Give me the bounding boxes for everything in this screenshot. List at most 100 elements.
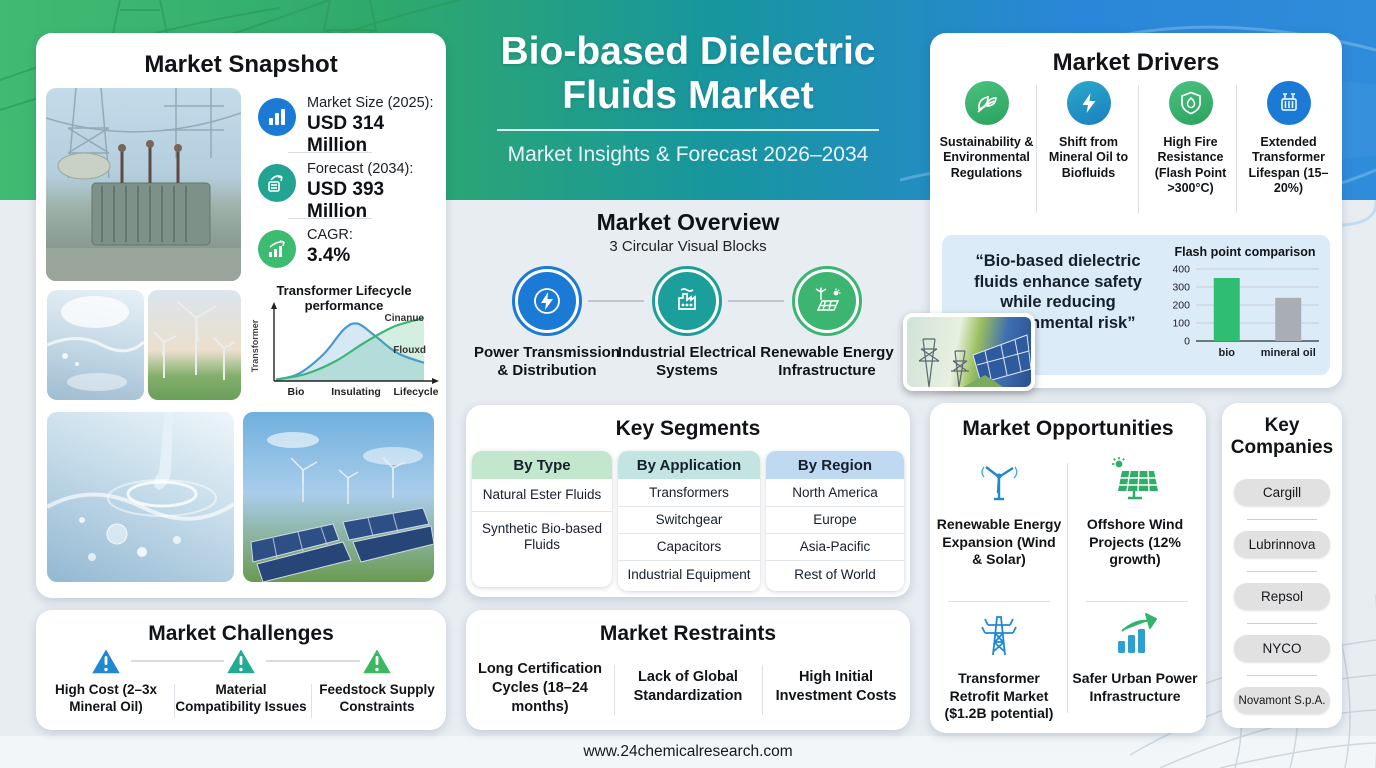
svg-text:400: 400	[1172, 264, 1190, 276]
challenge-item: Material Compatibility Issues	[175, 682, 307, 714]
flash-point-bar-chart: 0 100 200 300 400 bio mineral oil	[1172, 264, 1319, 359]
divider	[288, 152, 372, 153]
divider	[174, 684, 175, 718]
divider	[762, 665, 763, 715]
overview-title: Market Overview	[596, 209, 780, 235]
driver-label: High Fire Resistance (Flash Point >300°C…	[1154, 135, 1227, 195]
page-subtitle: Market Insights & Forecast 2026–2034	[507, 143, 869, 167]
segment-row: Synthetic Bio-based Fluids	[472, 511, 612, 561]
driver-item: High Fire Resistance (Flash Point >300°C…	[1142, 81, 1239, 196]
stat-label: CAGR:	[307, 227, 353, 243]
warning-triangle-icon	[361, 647, 393, 675]
svg-text:Lifecycle: Lifecycle	[394, 386, 439, 398]
leaf-icon	[964, 81, 1009, 125]
connector-line	[266, 660, 360, 662]
flash-chart-title: Flash point comparison	[1174, 245, 1316, 259]
svg-text:0: 0	[1184, 336, 1190, 348]
stat-value: USD 314 Million	[307, 113, 385, 156]
page-title: Bio-based Dielectric Fluids Market	[500, 30, 876, 117]
opportunities-title: Market Opportunities	[962, 417, 1174, 440]
transmission-tower-icon	[981, 616, 1017, 656]
svg-text:Bio: Bio	[288, 386, 305, 398]
divider	[1247, 519, 1317, 520]
overview-item-label: Power Transmission & Distribution	[474, 344, 620, 379]
segments-column-application: By Application Transformers Switchgear C…	[618, 451, 760, 591]
hero-header: Bio-based Dielectric Fluids Market Marke…	[470, 30, 906, 167]
company-pill: Novamont S.p.A.	[1234, 687, 1330, 714]
solar-panel-icon	[1112, 457, 1158, 500]
bar-chart-icon	[258, 98, 296, 136]
wind-farm-photo	[148, 290, 241, 400]
segment-row: Europe	[766, 506, 904, 533]
connector-line	[131, 660, 224, 662]
key-segments-panel: Key Segments By Type Natural Ester Fluid…	[466, 405, 910, 597]
divider	[1036, 85, 1037, 213]
divider	[1236, 85, 1237, 213]
market-opportunities-panel: Market Opportunities Renewable Energy Ex…	[930, 403, 1206, 733]
fluid-photo	[47, 290, 144, 400]
svg-text:Flouxd: Flouxd	[393, 345, 426, 356]
wind-turbine-icon	[981, 466, 1018, 501]
segment-row: Transformers	[649, 484, 729, 500]
segments-title: Key Segments	[615, 417, 761, 440]
svg-text:Transformer: Transformer	[250, 319, 260, 372]
svg-text:mineral oil: mineral oil	[1261, 347, 1316, 359]
divider	[1138, 85, 1139, 213]
restraints-title: Market Restraints	[599, 622, 777, 645]
segment-row: North America	[792, 484, 878, 500]
company-pill: Lubrinnova	[1234, 531, 1330, 558]
warning-triangle-icon	[225, 647, 257, 675]
lifecycle-line-chart: Cinanue Flouxd Bio Insulating Lifecycle Trans…	[250, 302, 439, 398]
companies-title: Key Companies	[1230, 415, 1334, 458]
svg-text:200: 200	[1172, 300, 1190, 312]
lifecycle-chart-title: Transformer Lifecycle performance	[276, 283, 412, 313]
opportunity-label: Transformer Retrofit Market ($1.2B poten…	[944, 670, 1054, 721]
divider	[1247, 675, 1317, 676]
driver-item: Shift from Mineral Oil to Biofluids	[1040, 81, 1137, 181]
factory-icon	[658, 272, 716, 330]
wind-solar-icon	[798, 272, 856, 330]
transformer-photo-art	[46, 88, 241, 281]
grid-solar-photo	[903, 313, 1035, 391]
svg-text:Insulating: Insulating	[331, 386, 381, 398]
stat-forecast: Forecast (2034): USD 393 Million	[258, 161, 442, 223]
market-snapshot-panel: Market Snapshot	[36, 33, 446, 598]
divider	[1086, 601, 1188, 602]
website-link[interactable]: www.24chemicalresearch.com	[583, 743, 793, 760]
overview-circle-renewable	[792, 266, 862, 336]
opportunity-item: Offshore Wind Projects (12% growth)	[1072, 455, 1198, 569]
driver-item: Sustainability & Environmental Regulatio…	[938, 81, 1035, 181]
forecast-chart-icon	[258, 164, 296, 202]
driver-label: Sustainability & Environmental Regulatio…	[939, 135, 1034, 180]
stat-value: 3.4%	[307, 245, 351, 266]
svg-text:300: 300	[1172, 282, 1190, 294]
lightning-icon	[1066, 81, 1111, 125]
title-divider	[497, 129, 879, 132]
stat-value: USD 393 Million	[307, 179, 385, 222]
svg-text:bio: bio	[1219, 347, 1236, 359]
stat-cagr: CAGR: 3.4%	[258, 227, 442, 268]
opportunity-label: Safer Urban Power Infrastructure	[1072, 670, 1198, 704]
fire-shield-icon	[1168, 81, 1213, 125]
snapshot-title: Market Snapshot	[144, 51, 338, 78]
svg-text:100: 100	[1172, 318, 1190, 330]
solar-farm-photo-art	[250, 432, 434, 582]
market-challenges-panel: Market Challenges High Cost (2–3x Minera…	[36, 610, 446, 730]
grid-solar-photo-art	[918, 334, 1031, 387]
overview-circle-power	[512, 266, 582, 336]
solar-farm-photo	[243, 412, 434, 582]
challenge-item: Feedstock Supply Constraints	[319, 682, 435, 714]
overview-item-label: Industrial Electrical Systems	[617, 344, 757, 379]
restraint-item: Lack of Global Standardization	[633, 669, 743, 704]
divider	[948, 601, 1050, 602]
opportunity-label: Offshore Wind Projects (12% growth)	[1086, 516, 1184, 567]
restraint-item: High Initial Investment Costs	[775, 669, 897, 704]
key-companies-panel: Key Companies Cargill Lubrinnova Repsol …	[1222, 403, 1342, 728]
divider	[614, 665, 615, 715]
divider	[1067, 463, 1068, 713]
segment-row: Industrial Equipment	[618, 560, 760, 588]
overview-subtitle: 3 Circular Visual Blocks	[609, 238, 767, 255]
segment-row: Natural Ester Fluids	[482, 487, 602, 503]
opportunity-item: Transformer Retrofit Market ($1.2B poten…	[936, 609, 1062, 723]
